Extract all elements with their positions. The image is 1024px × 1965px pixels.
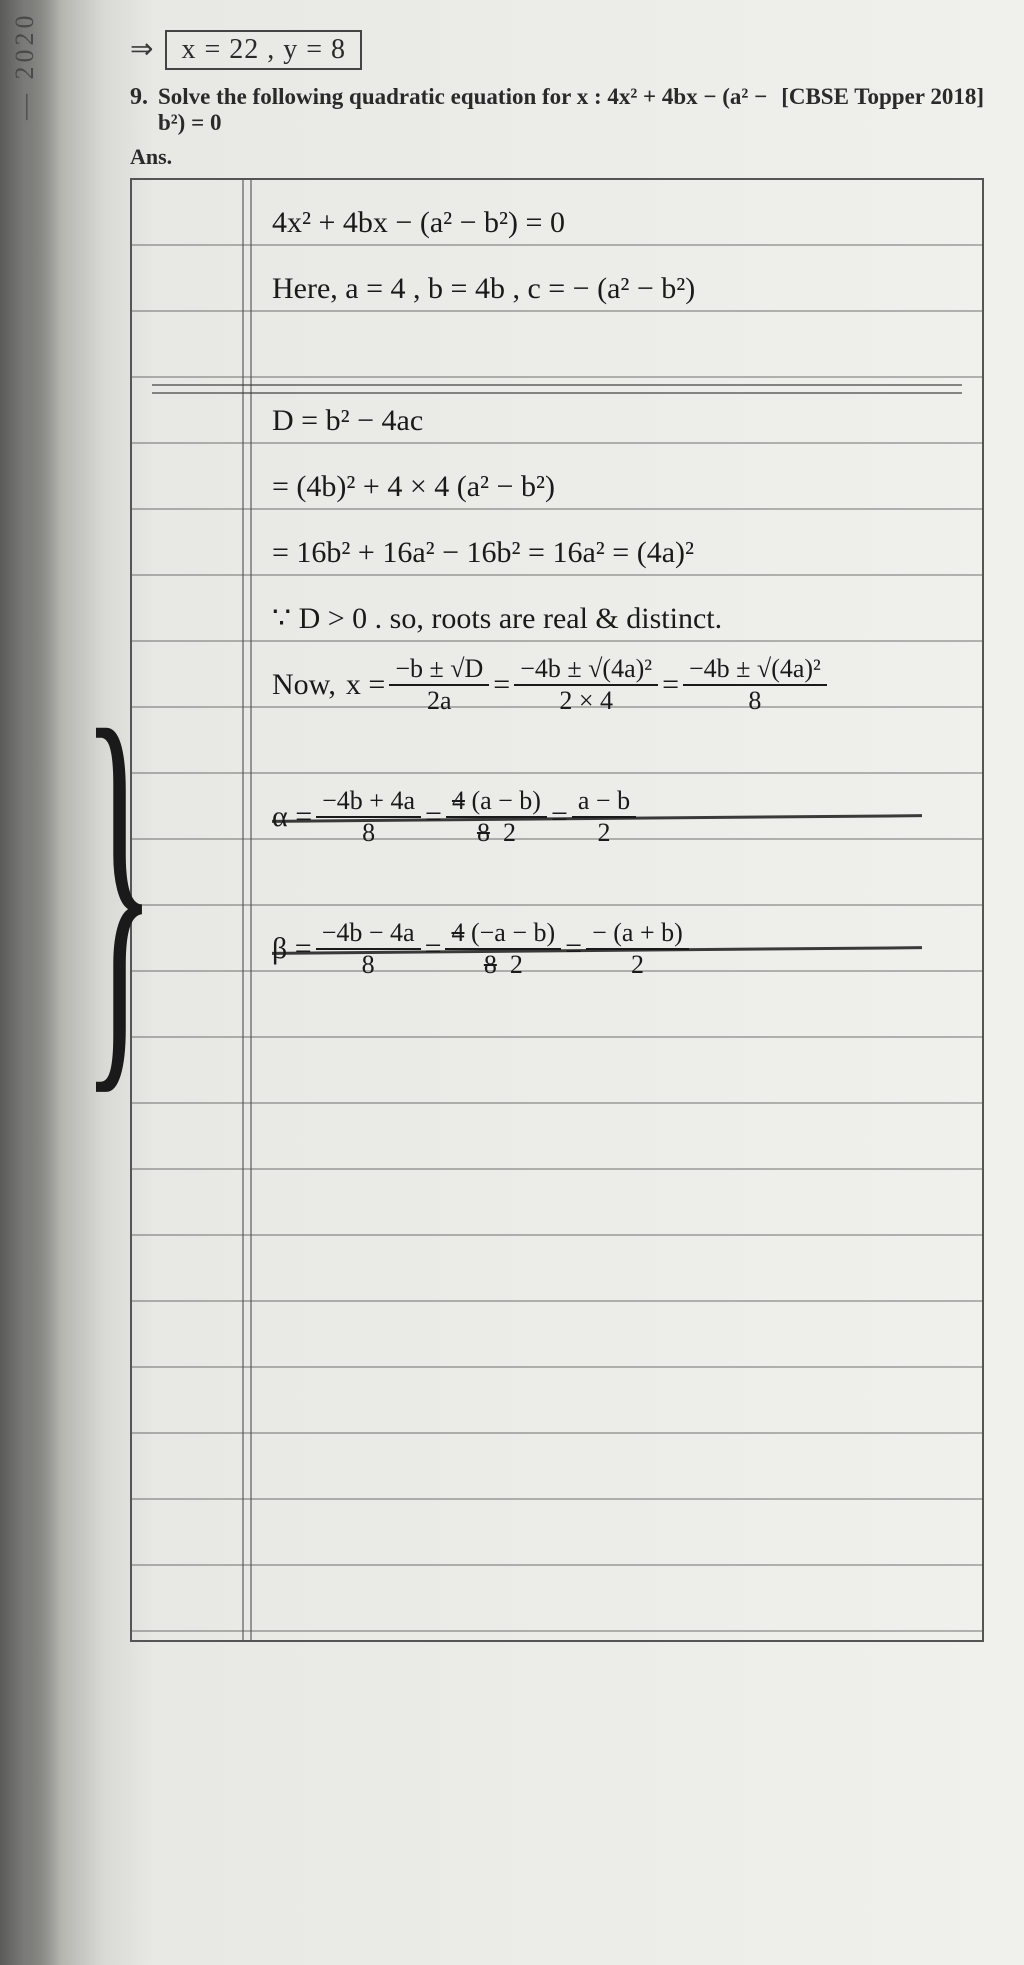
l9-f3-num: − (a + b)	[586, 920, 689, 950]
ruled-answer-box: } 4x² + 4bx − (a² − b²) = 0 Here, a = 4 …	[130, 178, 984, 1642]
l7-f2-num: −4b ± √(4a)²	[514, 656, 658, 686]
handwritten-work: } 4x² + 4bx − (a² − b²) = 0 Here, a = 4 …	[132, 190, 982, 982]
boxed-result: x = 22 , y = 8	[165, 30, 362, 70]
l8-pre: α =	[272, 784, 312, 850]
question-number: 9.	[130, 84, 148, 111]
answer-label: Ans.	[130, 144, 984, 170]
l9-frac3: − (a + b) 2	[586, 920, 689, 978]
l7-eq2: =	[662, 652, 679, 718]
work-line-1: 4x² + 4bx − (a² − b²) = 0	[272, 190, 952, 256]
work-line-6: ∵ D > 0 . so, roots are real & distinct.	[272, 586, 952, 652]
l7-f1-den: 2a	[421, 686, 458, 714]
l8-frac1: −4b + 4a 8	[316, 788, 421, 846]
l8-frac2: 4 (a − b) 8 2	[446, 788, 547, 846]
l8-f1-num: −4b + 4a	[316, 788, 421, 818]
l9-frac2: 4 (−a − b) 8 2	[445, 920, 561, 978]
l7-frac1: −b ± √D 2a	[389, 656, 489, 714]
l8-eq1: =	[425, 784, 442, 850]
work-blank-1	[272, 322, 952, 388]
l7-eq1: =	[493, 652, 510, 718]
book-spine-shadow	[0, 0, 60, 1965]
work-line-9-beta: β = −4b − 4a 8 = 4 (−a − b) 8 2 = − (a +…	[272, 916, 952, 982]
question-row: 9. Solve the following quadratic equatio…	[130, 84, 984, 136]
work-blank-3	[272, 850, 952, 916]
l8-f2-num: 4 (a − b)	[446, 788, 547, 818]
work-line-2: Here, a = 4 , b = 4b , c = − (a² − b²)	[272, 256, 952, 322]
work-line-5: = 16b² + 16a² − 16b² = 16a² = (4a)²	[272, 520, 952, 586]
l7-f3-num: −4b ± √(4a)²	[683, 656, 827, 686]
l9-f1-den: 8	[356, 950, 381, 978]
work-line-3: D = b² − 4ac	[272, 388, 952, 454]
l7-f2-den: 2 × 4	[553, 686, 619, 714]
l8-frac3: a − b 2	[572, 788, 636, 846]
work-line-8-alpha: α = −4b + 4a 8 = 4 (a − b) 8 2 = a − b 2	[272, 784, 952, 850]
spine-year-text: — 2020	[10, 12, 40, 121]
l9-f3-den: 2	[625, 950, 650, 978]
l7-frac3: −4b ± √(4a)² 8	[683, 656, 827, 714]
l8-eq2: =	[551, 784, 568, 850]
left-curly-brace: }	[82, 710, 156, 1062]
l9-f2-den: 8 2	[478, 950, 529, 978]
l8-f3-num: a − b	[572, 788, 636, 818]
l8-f2-den: 8 2	[471, 818, 522, 846]
question-text: Solve the following quadratic equation f…	[158, 84, 771, 136]
implies-arrow: ⇒	[130, 32, 153, 66]
work-blank-2	[272, 718, 952, 784]
l9-pre: β =	[272, 916, 312, 982]
l9-eq1: =	[425, 916, 442, 982]
l9-f1-num: −4b − 4a	[316, 920, 421, 950]
l7-f3-den: 8	[742, 686, 767, 714]
l7-f1-num: −b ± √D	[389, 656, 489, 686]
work-line-7: Now, x = −b ± √D 2a = −4b ± √(4a)² 2 × 4…	[272, 652, 952, 718]
l7-pre: x =	[346, 652, 385, 718]
l7-frac2: −4b ± √(4a)² 2 × 4	[514, 656, 658, 714]
question-citation: [CBSE Topper 2018]	[781, 84, 984, 110]
boxed-result-row: ⇒ x = 22 , y = 8	[130, 30, 984, 70]
l9-eq2: =	[565, 916, 582, 982]
l8-f1-den: 8	[356, 818, 381, 846]
l8-f3-den: 2	[591, 818, 616, 846]
l9-frac1: −4b − 4a 8	[316, 920, 421, 978]
inner-double-rule	[152, 384, 962, 394]
page-content: ⇒ x = 22 , y = 8 9. Solve the following …	[70, 0, 1024, 1682]
work-line-4: = (4b)² + 4 × 4 (a² − b²)	[272, 454, 952, 520]
now-label: Now,	[272, 652, 336, 718]
l9-f2-num: 4 (−a − b)	[445, 920, 561, 950]
